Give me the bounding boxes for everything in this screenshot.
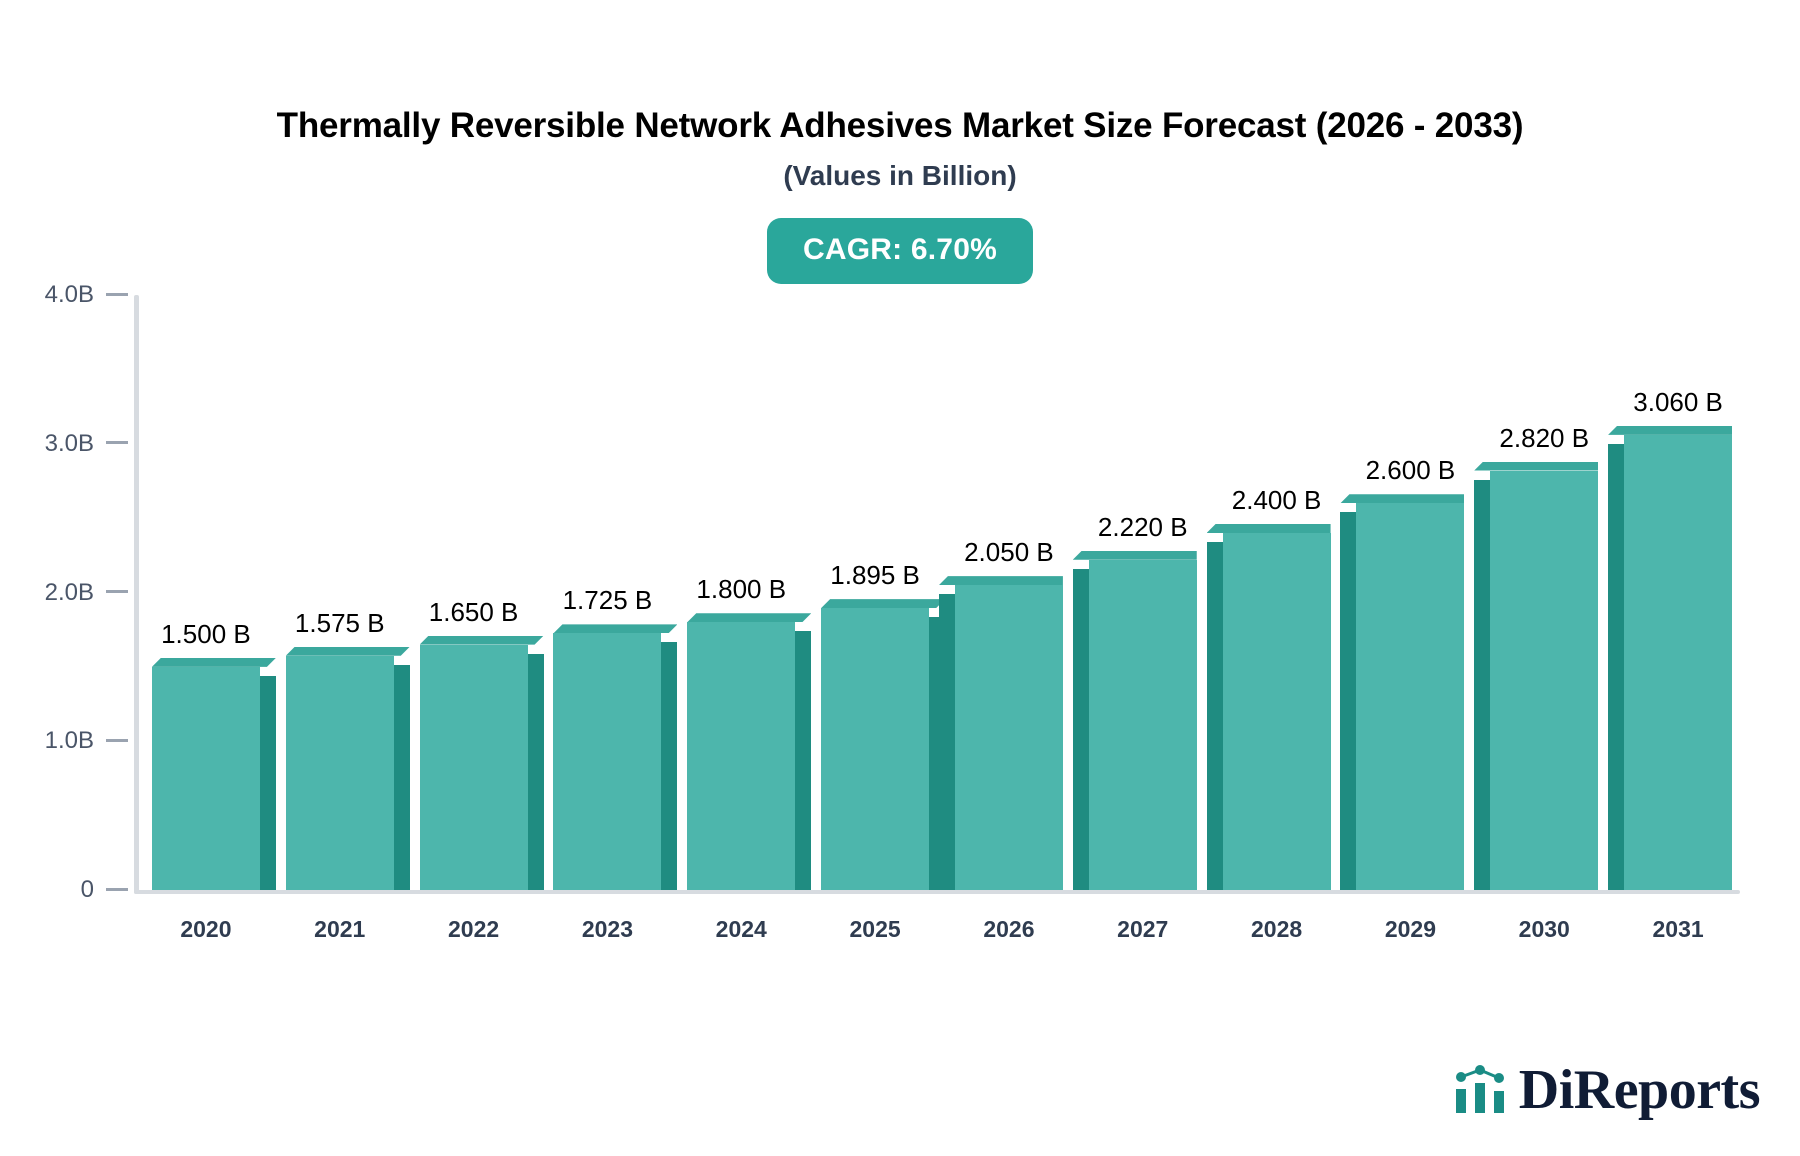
bar-front-face xyxy=(285,655,394,890)
bar-top-face xyxy=(1340,494,1465,504)
bar-value-label: 1.650 B xyxy=(428,596,519,627)
direports-logo: DiReports xyxy=(1453,1059,1761,1121)
bar-column[interactable]: 2.220 B xyxy=(1072,512,1197,890)
bar-column[interactable]: 1.800 B xyxy=(687,574,812,890)
bar-side-face xyxy=(1206,542,1223,890)
bar-value-label: 1.895 B xyxy=(830,560,920,591)
bar-column[interactable]: 2.600 B xyxy=(1340,455,1465,890)
bar-column[interactable]: 2.050 B xyxy=(938,537,1063,890)
bar-column[interactable]: 1.895 B xyxy=(821,560,946,890)
y-axis-tick: 1.0B xyxy=(0,727,128,755)
bar-front-face xyxy=(1088,559,1197,890)
bar-side-face xyxy=(661,642,678,890)
bar-chart-icon xyxy=(1455,1065,1504,1113)
cagr-badge-container: CAGR: 6.70% xyxy=(0,218,1800,284)
bar-top-face xyxy=(1206,524,1331,533)
bar-top-face xyxy=(420,636,544,645)
bar-front-face xyxy=(151,666,260,890)
bar-column[interactable]: 1.575 B xyxy=(285,608,410,890)
bar-column[interactable]: 1.500 B xyxy=(151,619,276,890)
bar-value-label: 2.600 B xyxy=(1365,455,1456,486)
bar-front-face xyxy=(954,585,1063,890)
bar-top-face xyxy=(1608,425,1733,435)
chart-subtitle: (Values in Billion) xyxy=(783,160,1017,191)
bar-value-label: 1.500 B xyxy=(161,618,251,649)
bar-top-face xyxy=(821,599,945,608)
bar-value-label: 2.400 B xyxy=(1231,485,1322,515)
cagr-badge: CAGR: 6.70% xyxy=(767,218,1033,284)
y-axis-tick: 4.0B xyxy=(0,281,128,309)
bar-top-face xyxy=(1072,550,1197,560)
bar-column[interactable]: 1.725 B xyxy=(553,585,678,890)
x-axis-label: 2020 xyxy=(180,916,232,942)
bar-front-face xyxy=(419,644,528,890)
bar-side-face xyxy=(1608,443,1625,890)
bar-front-face xyxy=(1356,503,1465,890)
bar-front-face xyxy=(821,608,930,890)
bar-column[interactable]: 3.060 B xyxy=(1608,387,1733,890)
chart-header: Thermally Reversible Network Adhesives M… xyxy=(0,104,1800,284)
bar-top-face xyxy=(1474,461,1599,471)
x-axis-label: 2025 xyxy=(849,916,901,942)
bar-front-face xyxy=(1490,470,1599,890)
x-axis-label: 2023 xyxy=(581,916,633,942)
bar-value-label: 1.725 B xyxy=(562,585,653,616)
y-axis-line xyxy=(134,295,139,894)
bar-side-face xyxy=(1340,512,1357,890)
bar-column[interactable]: 1.650 B xyxy=(419,597,544,890)
bar-value-label: 3.060 B xyxy=(1633,386,1723,417)
bar-front-face xyxy=(1624,434,1733,890)
bar-side-face xyxy=(527,653,544,890)
bar-value-label: 2.820 B xyxy=(1499,422,1590,453)
bar-front-face xyxy=(1222,533,1331,890)
bar-side-face xyxy=(259,675,276,890)
x-axis-label: 2026 xyxy=(983,916,1035,942)
x-axis-label: 2030 xyxy=(1518,916,1570,942)
y-axis-tick: 2.0B xyxy=(0,579,128,607)
x-axis-label: 2027 xyxy=(1117,916,1169,942)
bar-top-face xyxy=(553,624,677,633)
x-axis-line xyxy=(134,890,1740,894)
bar-front-face xyxy=(687,622,796,890)
x-axis-label: 2021 xyxy=(314,916,366,942)
page-title: Thermally Reversible Network Adhesives M… xyxy=(276,106,1524,145)
x-axis-label: 2031 xyxy=(1652,916,1704,942)
bar-value-label: 2.050 B xyxy=(964,537,1054,568)
logo-text: DiReports xyxy=(1518,1059,1761,1121)
bar-value-label: 1.800 B xyxy=(696,574,787,605)
bar-side-face xyxy=(795,631,812,890)
bar-value-label: 1.575 B xyxy=(294,607,385,638)
x-axis-label: 2029 xyxy=(1384,916,1436,942)
bar-column[interactable]: 2.820 B xyxy=(1474,423,1599,890)
bar-value-label: 2.220 B xyxy=(1097,511,1188,542)
x-axis-label: 2028 xyxy=(1250,916,1303,942)
bar-front-face xyxy=(553,633,662,890)
bar-side-face xyxy=(1072,568,1089,890)
x-axis-label: 2024 xyxy=(715,916,767,942)
bar-top-face xyxy=(286,647,410,656)
y-axis-tick: 3.0B xyxy=(0,430,128,458)
y-axis-tick: 0 xyxy=(0,876,128,904)
bar-side-face xyxy=(938,594,955,890)
bar-column[interactable]: 2.400 B xyxy=(1206,485,1331,890)
bar-top-face xyxy=(938,576,1063,586)
bar-side-face xyxy=(393,664,410,890)
bar-top-face xyxy=(687,613,811,622)
x-axis-label: 2022 xyxy=(447,916,500,942)
bar-side-face xyxy=(1474,479,1491,890)
bar-top-face xyxy=(152,658,276,667)
